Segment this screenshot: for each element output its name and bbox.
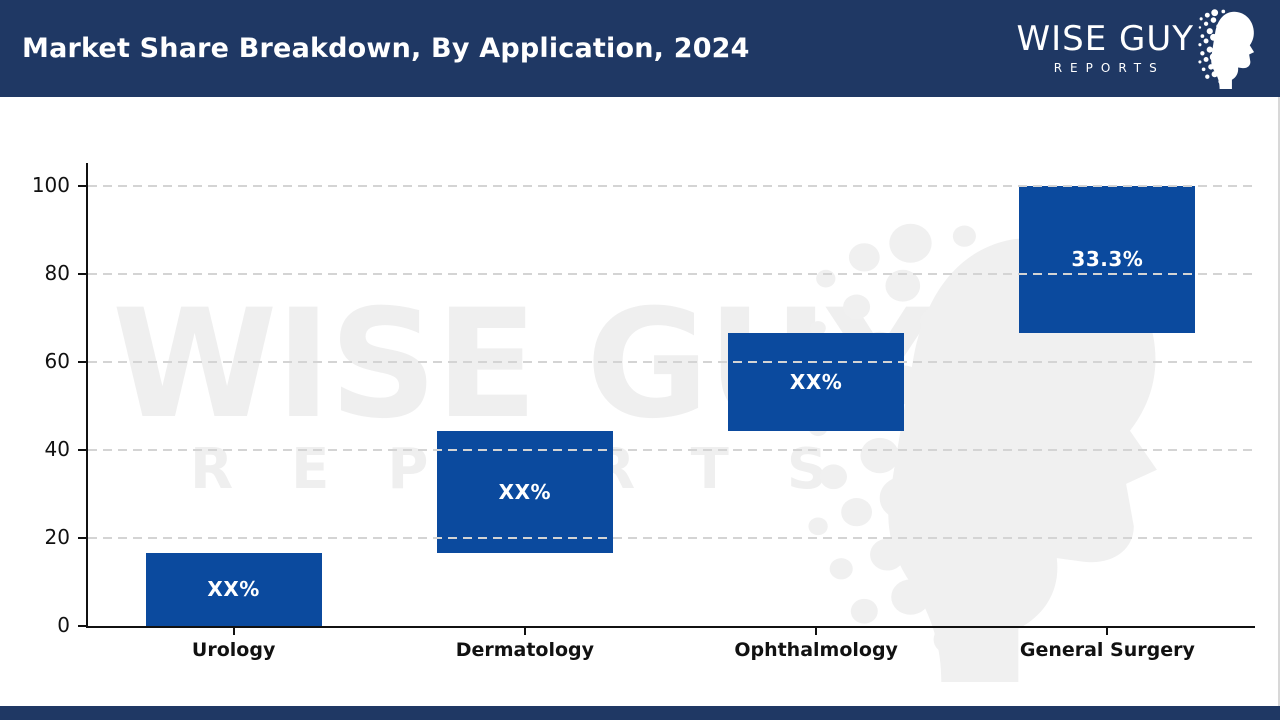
- category-label-ophthalmology: Ophthalmology: [734, 639, 898, 661]
- y-tick-label-0: 0: [57, 613, 70, 637]
- y-tick-100: [78, 185, 86, 187]
- y-tick-label-20: 20: [44, 525, 70, 549]
- bar-label-dermatology: XX%: [498, 479, 552, 504]
- logo-wordmark: WISE GUY: [1016, 19, 1194, 59]
- category-label-dermatology: Dermatology: [455, 639, 595, 661]
- bar-label-ophthalmology: XX%: [789, 369, 843, 394]
- gridline-20: [88, 537, 1253, 539]
- y-tick-label-100: 100: [31, 173, 70, 197]
- bar-label-general-surgery: 33.3%: [1071, 247, 1144, 272]
- y-tick-label-40: 40: [44, 437, 70, 461]
- page-right-border: [1278, 97, 1280, 706]
- y-tick-20: [78, 537, 86, 539]
- x-tick-ophthalmology: [815, 628, 818, 635]
- y-tick-60: [78, 361, 86, 363]
- category-label-urology: Urology: [191, 639, 276, 661]
- y-axis-spine: [86, 163, 88, 628]
- x-tick-general-surgery: [1106, 628, 1109, 635]
- bar-urology: XX%: [145, 552, 322, 626]
- y-tick-0: [78, 625, 86, 627]
- bar-label-urology: XX%: [207, 577, 260, 602]
- category-label-general-surgery: General Surgery: [1019, 639, 1195, 661]
- gridline-40: [88, 449, 1253, 451]
- logo-face-icon: [1198, 8, 1255, 89]
- x-tick-urology: [232, 628, 235, 635]
- gridline-60: [88, 361, 1253, 363]
- page-title: Market Share Breakdown, By Application, …: [22, 33, 750, 64]
- y-tick-80: [78, 273, 86, 275]
- header: Market Share Breakdown, By Application, …: [0, 0, 1280, 97]
- logo-subtext: REPORTS: [1053, 61, 1165, 75]
- footer-bar: [0, 706, 1280, 720]
- x-tick-dermatology: [523, 628, 526, 635]
- y-tick-label-80: 80: [44, 261, 70, 285]
- gridline-80: [88, 273, 1253, 275]
- y-tick-label-60: 60: [44, 349, 70, 373]
- bar-ophthalmology: XX%: [728, 332, 905, 431]
- gridline-100: [88, 185, 1253, 187]
- y-tick-40: [78, 449, 86, 451]
- logo: WISE GUY REPORTS: [1016, 8, 1258, 89]
- logo-text: WISE GUY REPORTS: [1016, 22, 1194, 75]
- x-axis-spine: [86, 626, 1255, 628]
- bar-general-surgery: 33.3%: [1019, 186, 1196, 333]
